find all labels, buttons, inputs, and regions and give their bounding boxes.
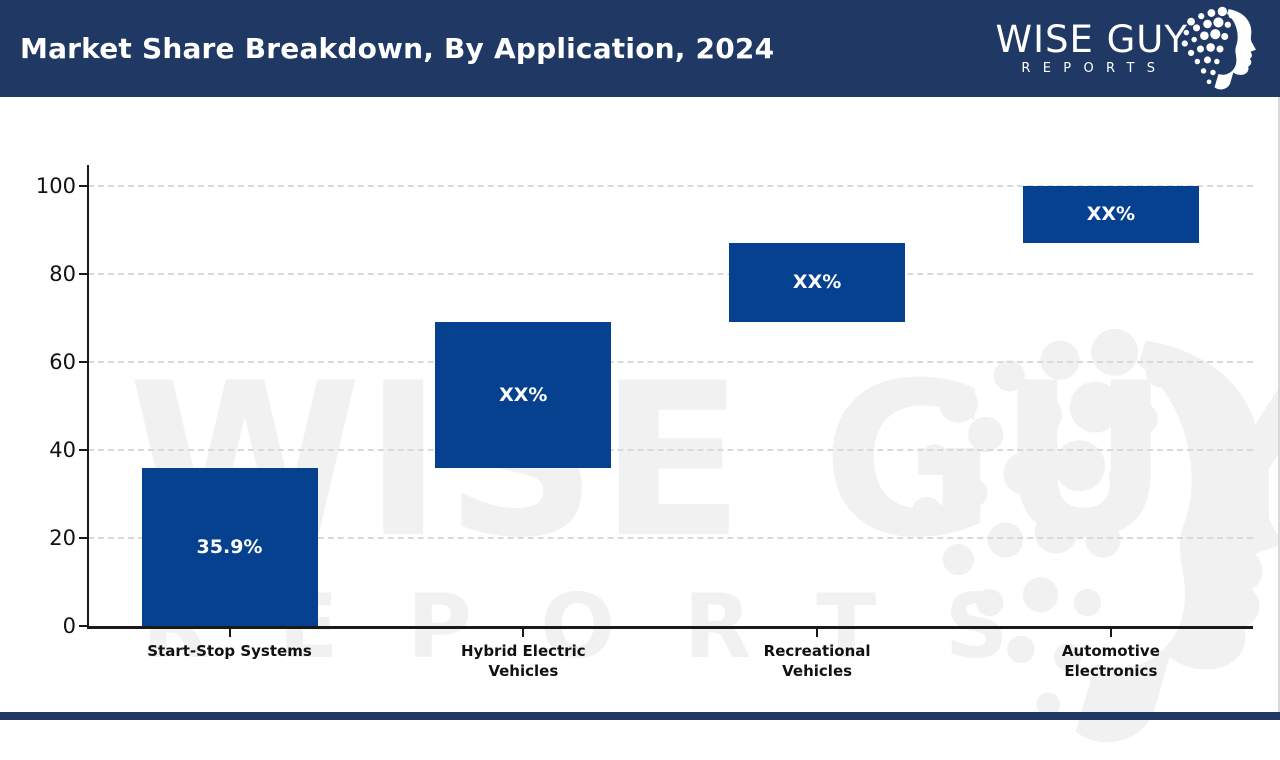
header-bar: Market Share Breakdown, By Application, …: [0, 0, 1280, 97]
y-tick-60: [79, 360, 88, 363]
logo-subtitle: REPORTS: [1021, 61, 1168, 76]
y-axis: [87, 165, 89, 628]
x-axis: [87, 626, 1253, 629]
bar-segment: 35.9%: [141, 467, 318, 626]
y-tick-label-80: 80: [49, 261, 76, 286]
x-category-label: Start-Stop Systems: [147, 642, 312, 660]
bar-segment: XX%: [729, 242, 906, 323]
y-tick-label-100: 100: [35, 173, 76, 198]
bar-value-label: XX%: [1086, 203, 1136, 226]
gridline-20: [88, 536, 1253, 539]
x-tick: [522, 629, 525, 637]
frame-right-border: [1278, 97, 1280, 715]
y-tick-80: [79, 272, 88, 275]
footer-bar: [0, 712, 1280, 720]
bar-segment: XX%: [435, 322, 612, 468]
gridline-100: [88, 184, 1253, 187]
y-tick-label-40: 40: [49, 437, 76, 462]
x-tick: [1109, 629, 1112, 637]
x-category-label: Automotive Electronics: [1061, 642, 1160, 681]
logo-text: WISE GUY REPORTS: [996, 21, 1188, 76]
y-tick-20: [79, 536, 88, 539]
bar-value-label: XX%: [792, 271, 842, 294]
logo-wordmark: WISE GUY: [995, 18, 1188, 61]
page-title: Market Share Breakdown, By Application, …: [20, 32, 775, 65]
gridline-40: [88, 448, 1253, 451]
x-tick: [816, 629, 819, 637]
wiseguy-face-icon: [1181, 6, 1256, 89]
gridline-80: [88, 272, 1253, 275]
x-tick: [228, 629, 231, 637]
y-tick-0: [79, 625, 88, 627]
bar-value-label: 35.9%: [196, 535, 263, 558]
x-category-label: Recreational Vehicles: [763, 642, 871, 681]
bar-segment: XX%: [1022, 185, 1199, 243]
chart-area: WISE GUY REPORTS 0 20 40 60 80 100 35.9% Start-…: [0, 97, 1280, 743]
y-tick-label-0: 0: [62, 614, 76, 638]
x-category-label: Hybrid Electric Vehicles: [460, 642, 586, 681]
gridline-60: [88, 360, 1253, 363]
y-tick-label-60: 60: [49, 349, 76, 374]
y-tick-40: [79, 448, 88, 451]
bar-value-label: XX%: [499, 383, 548, 406]
logo: WISE GUY REPORTS: [996, 6, 1280, 92]
y-tick-100: [79, 184, 88, 187]
watermark-face-icon: [911, 328, 1280, 743]
y-tick-label-20: 20: [49, 525, 76, 550]
